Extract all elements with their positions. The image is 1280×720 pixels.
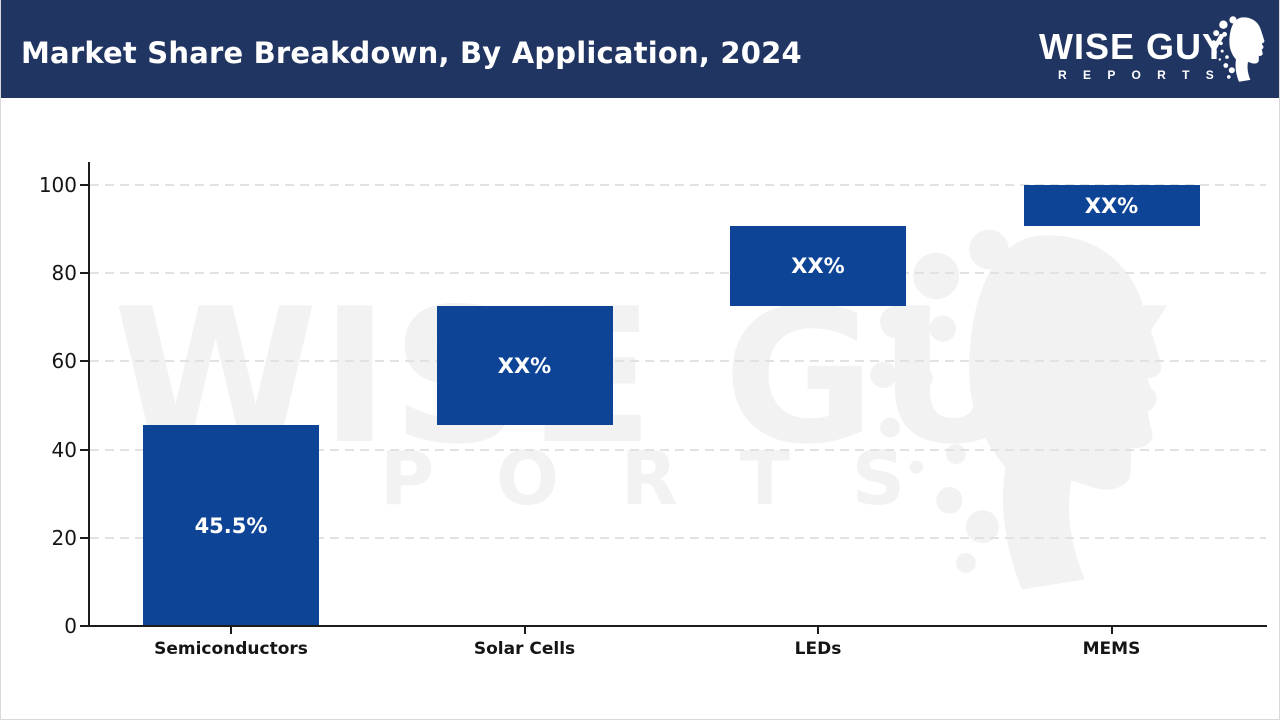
y-tick-label: 0 xyxy=(64,614,77,638)
x-tick-mark xyxy=(523,627,526,634)
x-tick-mark xyxy=(230,627,232,634)
y-tick-label: 60 xyxy=(51,349,77,374)
chart-title: Market Share Breakdown, By Application, … xyxy=(21,36,802,70)
logo-subtext: R E P O R T S xyxy=(1058,68,1221,82)
watermark-dotted-face-icon xyxy=(870,229,1162,590)
x-tick-mark xyxy=(1110,627,1113,634)
bar-leds: XX% xyxy=(730,226,906,307)
x-tick-label-leds: LEDs xyxy=(794,639,842,659)
x-axis-line xyxy=(88,625,1267,627)
logo-dotted-face-icon xyxy=(1211,16,1265,82)
y-tick-mark xyxy=(80,184,88,186)
gridline-60 xyxy=(90,360,1266,363)
y-tick-mark xyxy=(80,448,88,451)
bar-semiconductors: 45.5% xyxy=(143,425,319,626)
logo-wordmark: WISE GUY xyxy=(1039,26,1228,67)
x-tick-label-solar-cells: Solar Cells xyxy=(473,639,576,659)
header-bar: Market Share Breakdown, By Application, … xyxy=(1,0,1279,98)
y-tick-label: 20 xyxy=(51,525,77,550)
x-tick-label-mems: MEMS xyxy=(1082,639,1141,659)
y-tick-mark xyxy=(80,625,88,627)
bar-solar-cells: XX% xyxy=(436,306,613,426)
y-axis-line xyxy=(88,162,90,627)
y-tick-label: 40 xyxy=(51,437,77,462)
y-tick-label: 80 xyxy=(51,261,77,286)
x-tick-label-semiconductors: Semiconductors xyxy=(154,639,308,659)
bar-value-label: XX% xyxy=(497,353,552,378)
gridline-100 xyxy=(90,184,1266,186)
y-tick-mark xyxy=(80,360,88,363)
bar-value-label: XX% xyxy=(1084,193,1139,218)
bar-value-label: XX% xyxy=(791,254,845,279)
y-tick-label: 100 xyxy=(38,173,77,197)
gridline-20 xyxy=(90,536,1266,539)
x-tick-mark xyxy=(817,627,819,634)
gridline-40 xyxy=(90,448,1266,451)
bar-mems: XX% xyxy=(1023,185,1200,226)
y-tick-mark xyxy=(80,536,88,539)
y-tick-mark xyxy=(80,272,88,275)
gridline-80 xyxy=(90,272,1266,275)
bar-value-label: 45.5% xyxy=(194,513,268,538)
